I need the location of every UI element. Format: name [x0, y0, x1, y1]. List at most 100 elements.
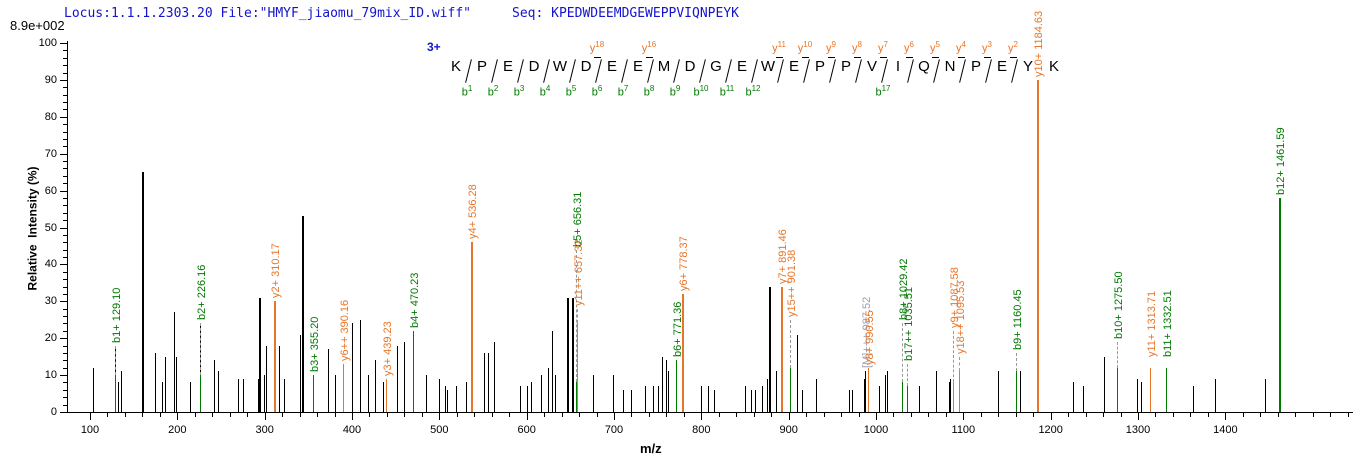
- y-ion-hook: [776, 57, 783, 58]
- y-axis-major-tick: [60, 301, 67, 303]
- peak: [494, 341, 496, 412]
- fragment-boundary-slash: [933, 59, 940, 83]
- y-ion-hook: [594, 57, 601, 58]
- peak: [1020, 371, 1022, 412]
- peak: [645, 386, 647, 412]
- annotated-peak: [789, 367, 791, 412]
- y-axis-line: [67, 41, 68, 413]
- residue-letter: P: [840, 58, 851, 75]
- peak-label: b4+ 470.23: [409, 272, 422, 328]
- x-axis-minor-tick: [596, 413, 598, 417]
- fragment-boundary-slash: [517, 59, 524, 83]
- x-axis-minor-tick: [980, 413, 982, 417]
- x-axis-minor-tick: [1295, 413, 1297, 417]
- peak: [92, 367, 94, 412]
- b-ion-label: b8: [643, 84, 655, 99]
- peak-label: y6++ 390.16: [339, 299, 352, 362]
- fragment-boundary-slash: [777, 59, 784, 83]
- b-ion-label: b3: [513, 84, 525, 99]
- peak: [444, 386, 446, 412]
- fragment-boundary-slash: [569, 59, 576, 83]
- annotated-peak: [781, 286, 784, 412]
- y-axis-minor-tick: [63, 72, 67, 74]
- x-axis-minor-tick: [421, 413, 423, 417]
- y-axis-major-tick: [60, 190, 67, 192]
- y-axis-minor-tick: [63, 183, 67, 185]
- peak-label: b17++ 1035.51: [903, 286, 916, 362]
- peak-label-pointer: [907, 364, 909, 387]
- peak: [173, 312, 175, 412]
- peak: [801, 389, 803, 412]
- peak: [552, 330, 553, 412]
- peak: [1073, 382, 1075, 412]
- x-axis-minor-tick: [1312, 413, 1314, 417]
- peak-label: b9+ 1160.45: [1012, 289, 1025, 350]
- y-ion-hook: [646, 57, 653, 58]
- x-axis-minor-tick: [212, 413, 214, 417]
- y-ion-hook: [802, 57, 809, 58]
- x-axis-minor-tick: [753, 413, 755, 417]
- peak: [665, 360, 667, 412]
- x-axis-minor-tick: [1330, 413, 1332, 417]
- peak: [775, 371, 777, 412]
- y-tick-label: 20: [44, 332, 57, 345]
- y-ion-label: y2: [1008, 40, 1018, 55]
- x-axis-minor-tick: [509, 413, 511, 417]
- y-axis-minor-tick: [63, 257, 67, 259]
- b-ion-label: b5: [565, 84, 577, 99]
- x-axis-minor-tick: [229, 413, 231, 417]
- peak-label-pointer: [952, 330, 954, 383]
- peak: [263, 375, 265, 412]
- y-axis-major-tick: [60, 116, 67, 118]
- annotated-peak: [676, 360, 678, 412]
- peak: [335, 375, 337, 412]
- y-axis-minor-tick: [63, 404, 67, 406]
- y-axis-minor-tick: [63, 382, 67, 384]
- x-axis-minor-tick: [910, 413, 912, 417]
- peak: [863, 378, 865, 412]
- peak-label-pointer: [1016, 352, 1018, 372]
- y-axis-major-tick: [60, 338, 67, 340]
- residue-letter: W: [760, 58, 776, 75]
- annotated-peak: [867, 367, 869, 412]
- x-axis-minor-tick: [561, 413, 563, 417]
- y-tick-label: 90: [44, 73, 57, 86]
- residue-letter: P: [970, 58, 981, 75]
- residue-letter: W: [552, 58, 568, 75]
- y-axis-minor-tick: [63, 65, 67, 67]
- x-tick-label: 300: [255, 424, 274, 436]
- peak-label: b11+ 1332.51: [1162, 290, 1175, 358]
- y-axis-minor-tick: [63, 57, 67, 59]
- peak: [1193, 386, 1195, 412]
- peak-label-pointer: [575, 249, 577, 383]
- peak-label: y15++ 901.38: [785, 249, 798, 317]
- y-axis-minor-tick: [63, 345, 67, 347]
- y-axis-minor-tick: [63, 242, 67, 244]
- annotated-peak: [952, 382, 954, 412]
- y-axis-minor-tick: [63, 212, 67, 214]
- peak: [631, 389, 633, 412]
- peak: [117, 382, 119, 412]
- fragment-boundary-slash: [621, 59, 628, 83]
- x-axis-minor-tick: [474, 413, 476, 417]
- peak-label: y10+ 1184.63: [1033, 10, 1046, 77]
- fragment-boundary-slash: [803, 59, 810, 83]
- x-axis-minor-tick: [858, 413, 860, 417]
- x-axis-minor-tick: [945, 413, 947, 417]
- peak: [359, 319, 361, 412]
- peak: [1083, 386, 1084, 412]
- y-ion-label: y8: [852, 40, 862, 55]
- y-tick-label: 30: [44, 295, 57, 308]
- peak: [751, 389, 753, 412]
- annotated-peak: [386, 378, 388, 412]
- residue-letter: P: [476, 58, 487, 75]
- y-axis-major-tick: [60, 375, 67, 377]
- peak: [161, 382, 163, 412]
- y-ion-hook: [932, 57, 939, 58]
- x-tick-label: 900: [779, 424, 798, 436]
- peak-label-pointer: [901, 323, 903, 383]
- residue-letter: I: [895, 58, 901, 75]
- peak-label: y11+ 1313.71: [1146, 291, 1158, 358]
- y-axis-minor-tick: [63, 197, 67, 199]
- peak: [708, 386, 710, 412]
